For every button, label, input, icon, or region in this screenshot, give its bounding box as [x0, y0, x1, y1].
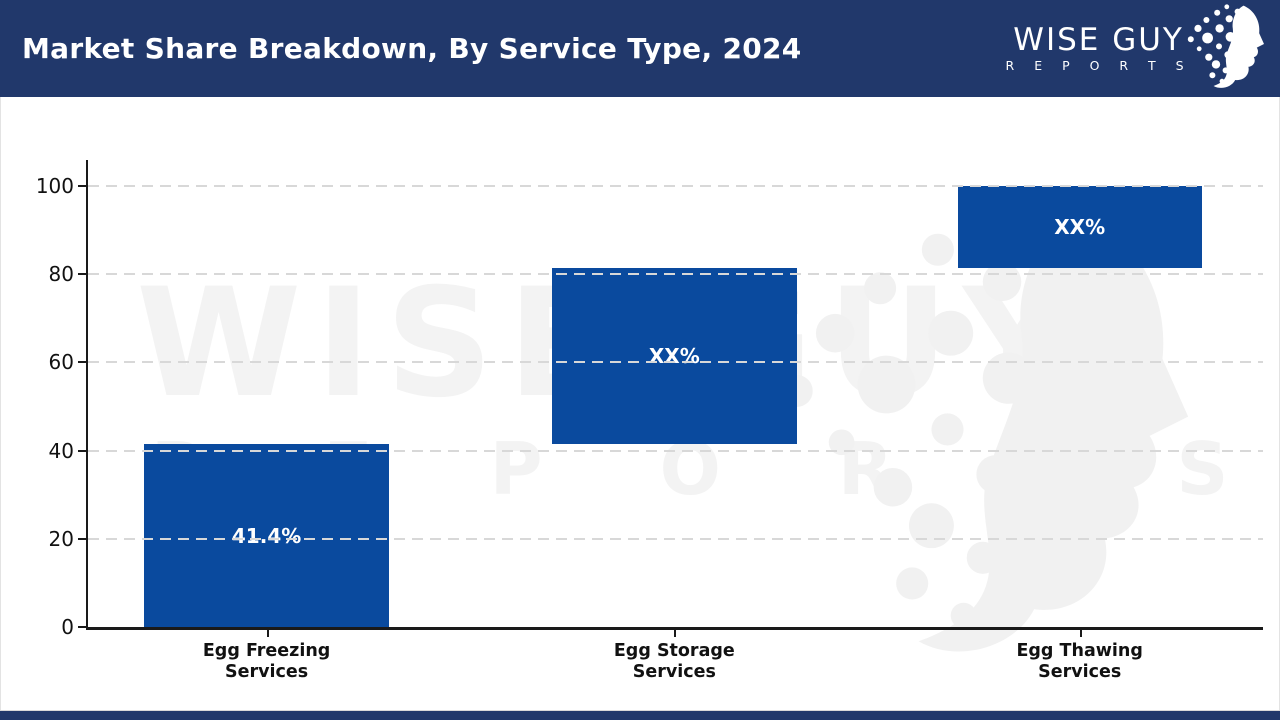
y-axis-tick-label: 0 — [61, 615, 74, 639]
y-axis-tick-label: 80 — [48, 262, 74, 287]
dotted-face-profile-icon — [1186, 2, 1266, 92]
x-axis-tick-mark — [1079, 630, 1082, 637]
bar-segment: XX% — [552, 268, 797, 445]
gridline — [88, 273, 1263, 276]
x-axis-tick-mark — [674, 630, 677, 637]
y-axis-tick-mark — [78, 361, 86, 364]
header-bar: Market Share Breakdown, By Service Type,… — [0, 0, 1280, 97]
y-axis-tick-label: 20 — [48, 526, 74, 551]
y-axis-tick-mark — [78, 185, 86, 188]
gridline — [88, 185, 1263, 188]
x-axis-category-label: Egg Freezing Services — [202, 641, 331, 682]
gridline — [88, 361, 1263, 364]
y-axis-tick-label: 40 — [48, 438, 74, 463]
y-axis-tick-mark — [78, 449, 86, 452]
chart-title: Market Share Breakdown, By Service Type,… — [22, 32, 802, 65]
x-axis-category-label: Egg Thawing Services — [1016, 641, 1143, 682]
y-axis-tick-label: 60 — [48, 350, 74, 375]
bar-segment: XX% — [957, 186, 1202, 269]
bar-segment: 41.4% — [144, 444, 389, 627]
plot-area: 0 20 40 60 80 100 41.4% Egg Freezing Services XX%… — [36, 160, 1263, 682]
bar-value-label: XX% — [1054, 215, 1106, 240]
gridline — [88, 449, 1263, 452]
y-axis-tick-label: 100 — [35, 174, 74, 199]
brand-subname: R E P O R T S — [1005, 57, 1192, 73]
brand-logo-text: WISE GUY R E P O R T S — [1005, 21, 1192, 73]
footer-bar — [0, 710, 1280, 720]
chart-canvas: WISE GUY R E P O R T S 0 20 40 60 80 100 41.4%… — [0, 97, 1280, 710]
y-axis-tick-mark — [78, 537, 86, 540]
x-axis-tick-mark — [266, 630, 269, 637]
bar-value-label: XX% — [648, 344, 700, 369]
x-axis-category-label: Egg Storage Services — [613, 641, 735, 682]
y-axis-tick-mark — [78, 273, 86, 276]
brand-logo: WISE GUY R E P O R T S — [1005, 3, 1266, 92]
y-axis-tick-mark — [78, 626, 86, 628]
gridline — [88, 537, 1263, 540]
bar-value-label: 41.4% — [231, 523, 302, 548]
brand-name: WISE GUY — [1013, 21, 1184, 58]
